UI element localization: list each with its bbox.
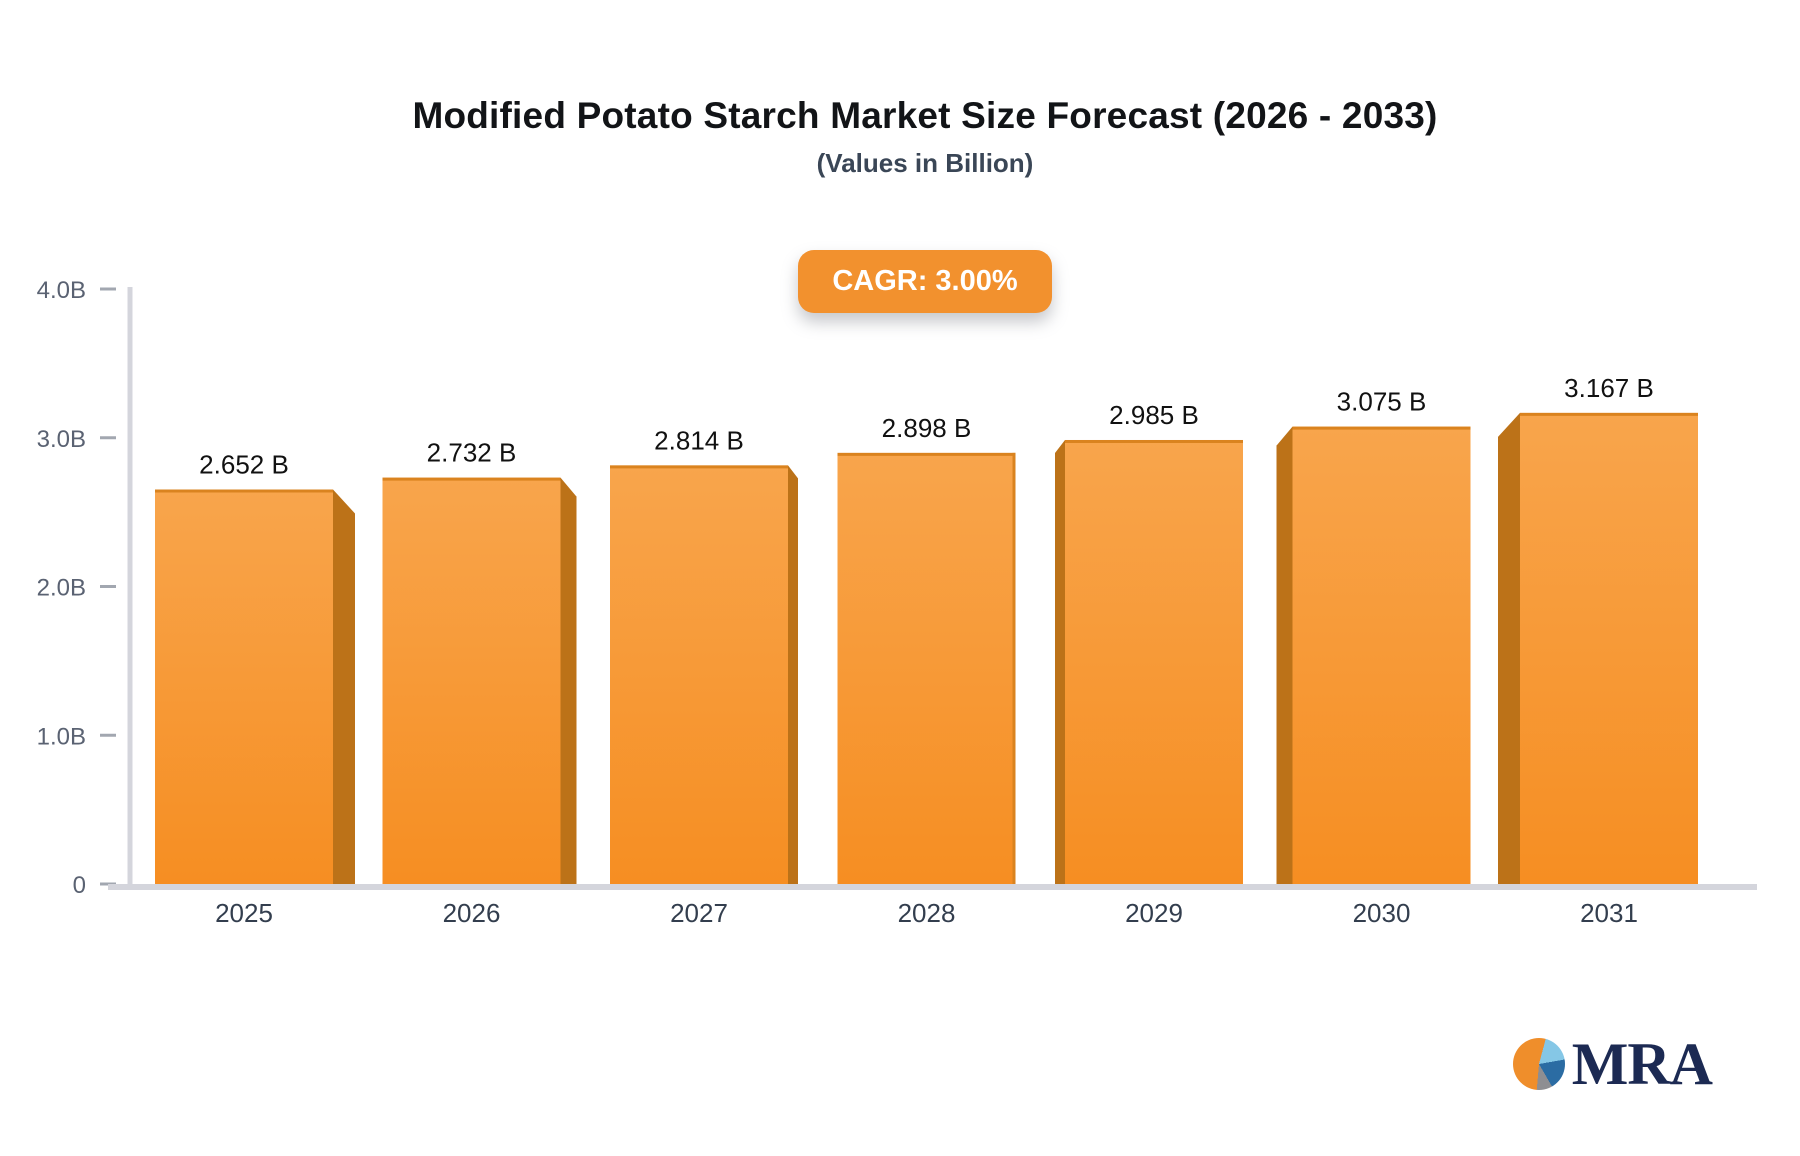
bar: [1520, 412, 1698, 884]
y-axis-label: 0: [73, 872, 86, 899]
y-axis-label: 1.0B: [37, 723, 86, 750]
x-axis-label: 2031: [1580, 898, 1638, 928]
bar-side-face: [1498, 412, 1520, 884]
bar: [1065, 439, 1243, 884]
bar-value-label: 2.898 B: [882, 413, 972, 443]
y-axis-label: 2.0B: [37, 575, 86, 602]
bar-side-face: [1055, 439, 1065, 884]
y-axis-label: 3.0B: [37, 426, 86, 453]
pie-chart-logo-icon: [1512, 1038, 1565, 1090]
bar: [837, 452, 1016, 884]
bar-side-face: [333, 489, 355, 884]
x-axis-label: 2028: [898, 898, 956, 928]
bar-side-face: [788, 465, 798, 884]
x-axis-label: 2029: [1125, 898, 1183, 928]
bar-value-label: 2.652 B: [199, 450, 289, 480]
bar-value-label: 2.985 B: [1109, 400, 1199, 430]
y-axis-label: 4.0B: [37, 277, 86, 304]
x-axis-label: 2027: [670, 898, 728, 928]
bar-side-face: [1276, 426, 1293, 884]
bar: [610, 465, 788, 884]
x-axis-label: 2030: [1353, 898, 1411, 928]
cagr-badge: CAGR: 3.00%: [798, 250, 1052, 313]
brand-logo-text: MRA: [1571, 1031, 1713, 1097]
bar-side-face: [560, 477, 577, 884]
bar: [1292, 426, 1471, 884]
bar-value-label: 2.732 B: [427, 438, 517, 468]
brand-logo: MRA: [1512, 1031, 1713, 1097]
x-axis-label: 2025: [215, 898, 273, 928]
bar: [155, 489, 333, 884]
x-axis-label: 2026: [443, 898, 501, 928]
bar-value-label: 2.814 B: [654, 425, 744, 455]
bar: [382, 477, 561, 884]
bar-value-label: 3.167 B: [1564, 373, 1654, 403]
bar-value-label: 3.075 B: [1337, 387, 1427, 417]
